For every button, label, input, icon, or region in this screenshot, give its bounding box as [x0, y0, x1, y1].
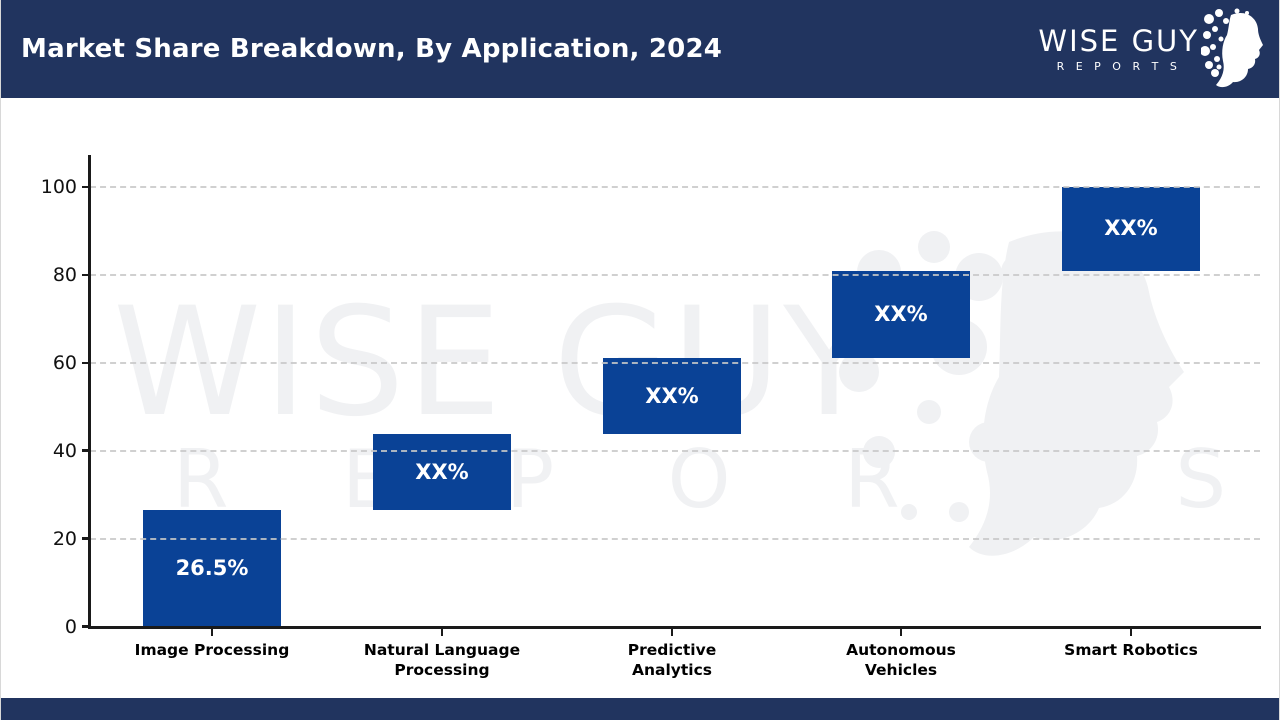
bar-segment	[1062, 187, 1200, 271]
y-tick-label: 60	[52, 351, 77, 374]
x-category-label: Smart Robotics	[1064, 641, 1198, 659]
chart-title: Market Share Breakdown, By Application, …	[21, 34, 723, 64]
y-tick	[82, 537, 90, 540]
header-bar: Market Share Breakdown, By Application, …	[1, 0, 1279, 98]
bar-value-label: XX%	[415, 459, 469, 484]
bar-value-label: 26.5%	[175, 555, 249, 580]
y-tick-label: 0	[64, 615, 77, 638]
bar-segment	[143, 510, 281, 627]
y-tick-label: 80	[52, 263, 77, 286]
x-category-label: Natural Language Processing	[363, 641, 521, 679]
x-tick	[899, 628, 903, 636]
y-tick	[82, 185, 90, 189]
wiseguy-logo: WISE GUY R E P O R T S	[1038, 7, 1265, 91]
y-gridline	[90, 537, 1260, 540]
y-tick	[82, 273, 90, 277]
y-gridline	[90, 361, 1260, 364]
x-category-label: Image Processing	[134, 641, 290, 659]
y-tick	[82, 449, 90, 452]
x-tick	[670, 628, 674, 636]
logo-head-icon	[1201, 8, 1263, 88]
y-tick	[82, 625, 90, 628]
logo-wordmark: WISE GUY	[1038, 23, 1199, 58]
y-gridline	[90, 186, 1260, 188]
x-category-label: Predictive Analytics	[627, 641, 717, 679]
y-tick-label: 40	[52, 439, 77, 462]
bar-value-label: XX%	[1104, 216, 1158, 241]
y-tick-label: 20	[52, 527, 77, 550]
y-axis-spine	[88, 155, 91, 628]
bar-value-label: XX%	[874, 302, 928, 327]
bar-segment	[373, 433, 511, 511]
x-axis-spine	[88, 626, 1261, 629]
x-tick	[1129, 628, 1133, 636]
x-tick	[210, 628, 214, 636]
footer-bar	[1, 698, 1279, 720]
y-gridline	[90, 273, 1260, 276]
x-tick	[440, 628, 444, 636]
logo-subtitle: R E P O R T S	[1056, 59, 1181, 73]
bar-segment	[603, 358, 741, 434]
bar-value-label: XX%	[645, 383, 699, 408]
y-gridline	[90, 449, 1260, 452]
y-tick	[82, 361, 90, 365]
y-tick-label: 100	[40, 176, 77, 198]
bar-segment	[832, 270, 970, 359]
x-category-label: Autonomous Vehicles	[846, 641, 956, 679]
